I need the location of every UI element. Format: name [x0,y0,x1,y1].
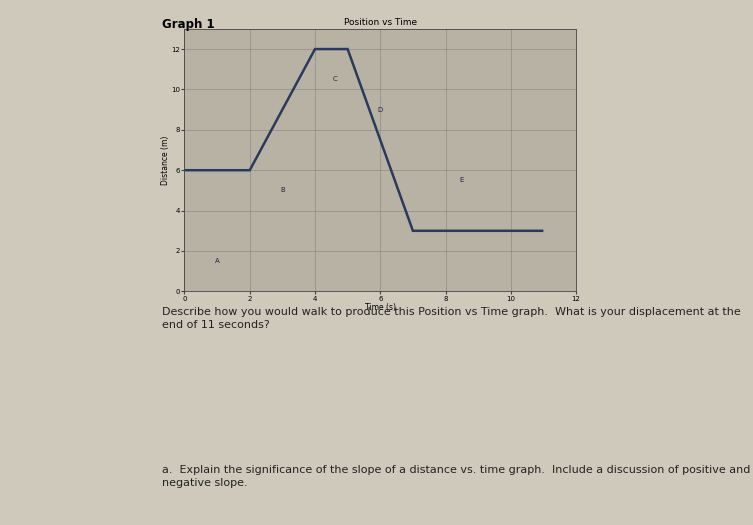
Text: Graph 1: Graph 1 [162,18,215,31]
Text: A: A [215,258,219,264]
Text: E: E [459,177,464,183]
Y-axis label: Distance (m): Distance (m) [161,135,170,185]
Text: D: D [378,107,383,113]
Text: Describe how you would walk to produce this Position vs Time graph.  What is you: Describe how you would walk to produce t… [162,307,741,330]
Text: C: C [332,76,337,82]
X-axis label: Time (s): Time (s) [364,303,396,312]
Text: a.  Explain the significance of the slope of a distance vs. time graph.  Include: a. Explain the significance of the slope… [162,465,750,488]
Text: B: B [280,187,285,193]
Title: Position vs Time: Position vs Time [343,18,417,27]
